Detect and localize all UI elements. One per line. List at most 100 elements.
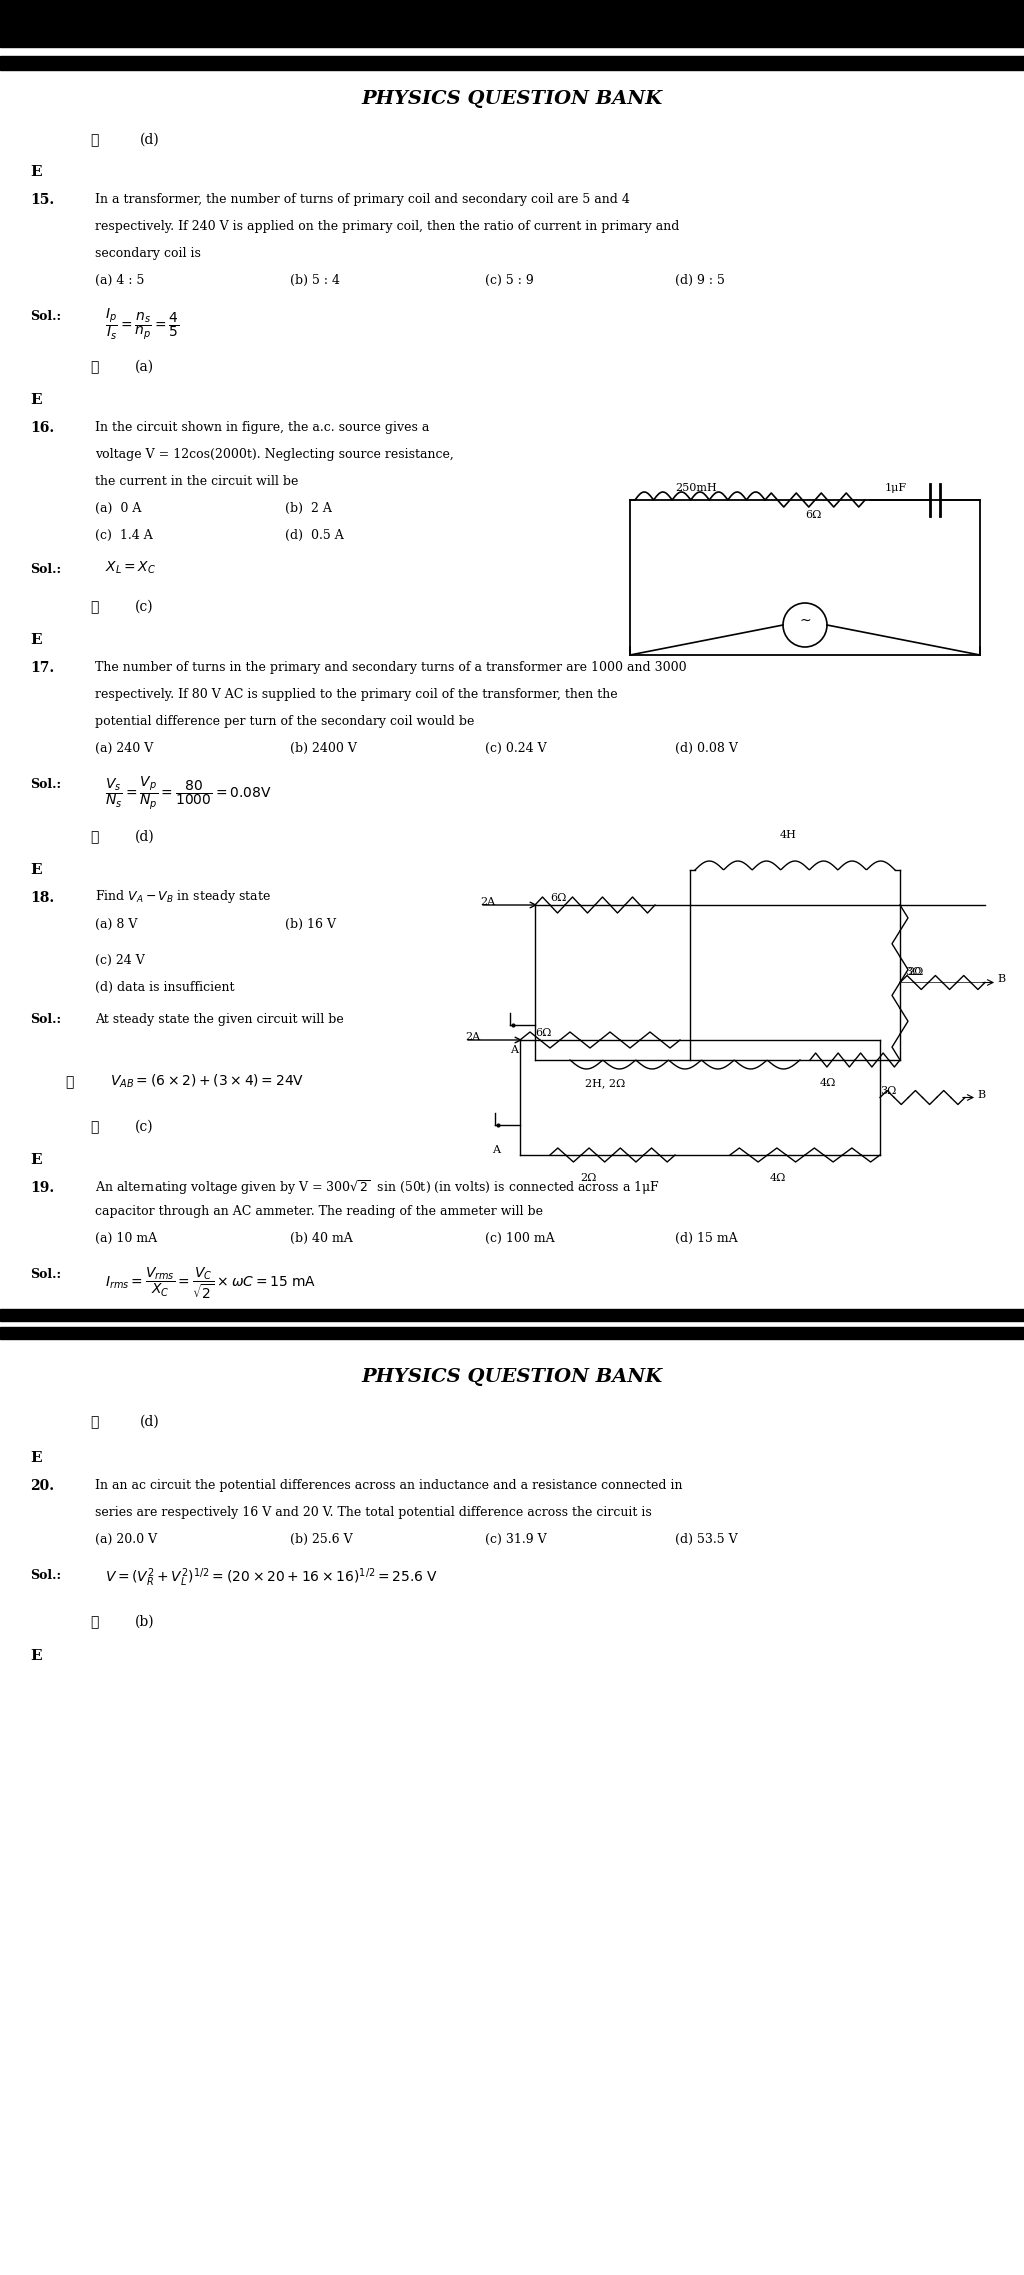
Text: 3Ω: 3Ω xyxy=(905,967,922,978)
Text: 17.: 17. xyxy=(30,662,54,676)
Text: (a): (a) xyxy=(135,359,155,373)
Text: series are respectively 16 V and 20 V. The total potential difference across the: series are respectively 16 V and 20 V. T… xyxy=(95,1506,651,1520)
Text: (b)  2 A: (b) 2 A xyxy=(285,503,332,514)
Text: 20.: 20. xyxy=(30,1479,54,1492)
Text: ∴: ∴ xyxy=(90,359,98,373)
Text: potential difference per turn of the secondary coil would be: potential difference per turn of the sec… xyxy=(95,714,474,728)
Text: (c) 100 mA: (c) 100 mA xyxy=(485,1233,555,1244)
Text: (d) 9 : 5: (d) 9 : 5 xyxy=(675,273,725,287)
Text: E: E xyxy=(30,1451,42,1465)
Text: respectively. If 80 V AC is supplied to the primary coil of the transformer, the: respectively. If 80 V AC is supplied to … xyxy=(95,687,617,701)
Text: voltage V = 12cos(2000t). Neglecting source resistance,: voltage V = 12cos(2000t). Neglecting sou… xyxy=(95,448,454,462)
Text: ∴: ∴ xyxy=(90,1615,98,1629)
Text: In a transformer, the number of turns of primary coil and secondary coil are 5 a: In a transformer, the number of turns of… xyxy=(95,193,630,207)
Text: (d) data is insufficient: (d) data is insufficient xyxy=(95,981,234,994)
Text: (a) 4 : 5: (a) 4 : 5 xyxy=(95,273,144,287)
Bar xyxy=(0,0,1024,48)
Bar xyxy=(0,1308,1024,1322)
Text: (c) 24 V: (c) 24 V xyxy=(95,953,144,967)
Text: E: E xyxy=(30,1153,42,1167)
Text: (a) 20.0 V: (a) 20.0 V xyxy=(95,1533,157,1547)
Text: 18.: 18. xyxy=(30,892,54,905)
Text: E: E xyxy=(30,862,42,876)
Text: 250mH: 250mH xyxy=(675,482,717,494)
Text: Find $V_A - V_B$ in steady state: Find $V_A - V_B$ in steady state xyxy=(95,887,270,905)
Text: PHYSICS QUESTION BANK: PHYSICS QUESTION BANK xyxy=(361,1367,663,1385)
Text: E: E xyxy=(30,166,42,180)
Text: In the circuit shown in figure, the a.c. source gives a: In the circuit shown in figure, the a.c.… xyxy=(95,421,429,435)
Text: 19.: 19. xyxy=(30,1181,54,1194)
Text: 15.: 15. xyxy=(30,193,54,207)
Text: Sol.:: Sol.: xyxy=(30,1570,61,1581)
Bar xyxy=(630,500,980,655)
Text: Sol.:: Sol.: xyxy=(30,1267,61,1281)
Bar xyxy=(0,57,1024,71)
Text: 16.: 16. xyxy=(30,421,54,435)
Text: (c): (c) xyxy=(135,1119,154,1133)
Text: (b) 5 : 4: (b) 5 : 4 xyxy=(290,273,340,287)
Text: (c): (c) xyxy=(135,601,154,614)
Text: ∴: ∴ xyxy=(90,1119,98,1133)
Text: (a) 10 mA: (a) 10 mA xyxy=(95,1233,157,1244)
Text: E: E xyxy=(30,632,42,646)
Text: (d) 53.5 V: (d) 53.5 V xyxy=(675,1533,737,1547)
Text: ∴: ∴ xyxy=(65,1076,74,1090)
Text: (a)  0 A: (a) 0 A xyxy=(95,503,141,514)
Text: 2Ω: 2Ω xyxy=(580,1174,596,1183)
Text: B: B xyxy=(997,974,1006,985)
Text: (b): (b) xyxy=(135,1615,155,1629)
Text: (a) 240 V: (a) 240 V xyxy=(95,742,154,755)
Text: ~: ~ xyxy=(799,614,811,628)
Text: 2A: 2A xyxy=(480,896,496,908)
Text: $V = (V_R^2 + V_L^2)^{1/2} = (20 \times 20 + 16 \times 16)^{1/2} = 25.6\text{ V}: $V = (V_R^2 + V_L^2)^{1/2} = (20 \times … xyxy=(105,1565,438,1588)
Text: (d): (d) xyxy=(140,1415,160,1429)
Text: (b) 40 mA: (b) 40 mA xyxy=(290,1233,352,1244)
Text: secondary coil is: secondary coil is xyxy=(95,248,201,259)
Text: 4Ω: 4Ω xyxy=(770,1174,786,1183)
Text: (d): (d) xyxy=(135,830,155,844)
Text: (b) 16 V: (b) 16 V xyxy=(285,919,336,930)
Text: (d)  0.5 A: (d) 0.5 A xyxy=(285,530,344,541)
Text: 2H, 2Ω: 2H, 2Ω xyxy=(585,1078,626,1087)
Text: E: E xyxy=(30,1649,42,1663)
Text: ∴: ∴ xyxy=(90,601,98,614)
Text: $X_L = X_C$: $X_L = X_C$ xyxy=(105,560,157,576)
Text: (b) 2400 V: (b) 2400 V xyxy=(290,742,357,755)
Text: $\dfrac{V_s}{N_s} = \dfrac{V_p}{N_p} = \dfrac{80}{1000} = 0.08\text{V}$: $\dfrac{V_s}{N_s} = \dfrac{V_p}{N_p} = \… xyxy=(105,776,271,812)
Text: the current in the circuit will be: the current in the circuit will be xyxy=(95,475,298,489)
Text: E: E xyxy=(30,394,42,407)
Text: 4Ω: 4Ω xyxy=(820,1078,837,1087)
Text: (d) 15 mA: (d) 15 mA xyxy=(675,1233,737,1244)
Text: (d): (d) xyxy=(140,132,160,148)
Text: (c)  1.4 A: (c) 1.4 A xyxy=(95,530,153,541)
Text: 1μF: 1μF xyxy=(885,482,907,494)
Text: A: A xyxy=(510,1044,518,1056)
Bar xyxy=(0,1326,1024,1340)
Text: Sol.:: Sol.: xyxy=(30,1012,61,1026)
Text: (c) 0.24 V: (c) 0.24 V xyxy=(485,742,547,755)
Text: 6Ω: 6Ω xyxy=(535,1028,551,1037)
Text: 3Ω: 3Ω xyxy=(880,1085,896,1097)
Text: $V_{AB} = (6 \times 2) + (3 \times 4) = 24\text{V}$: $V_{AB} = (6 \times 2) + (3 \times 4) = … xyxy=(110,1074,304,1090)
Text: 2A: 2A xyxy=(465,1033,480,1042)
Text: At steady state the given circuit will be: At steady state the given circuit will b… xyxy=(95,1012,344,1026)
Text: respectively. If 240 V is applied on the primary coil, then the ratio of current: respectively. If 240 V is applied on the… xyxy=(95,221,679,232)
Text: 6Ω: 6Ω xyxy=(550,894,566,903)
Text: capacitor through an AC ammeter. The reading of the ammeter will be: capacitor through an AC ammeter. The rea… xyxy=(95,1206,543,1217)
Text: (c) 5 : 9: (c) 5 : 9 xyxy=(485,273,534,287)
Text: (d) 0.08 V: (d) 0.08 V xyxy=(675,742,738,755)
Text: Sol.:: Sol.: xyxy=(30,778,61,792)
Text: Sol.:: Sol.: xyxy=(30,562,61,576)
Text: PHYSICS QUESTION BANK: PHYSICS QUESTION BANK xyxy=(361,91,663,107)
Text: $\dfrac{I_p}{I_s} = \dfrac{n_s}{n_p} = \dfrac{4}{5}$: $\dfrac{I_p}{I_s} = \dfrac{n_s}{n_p} = \… xyxy=(105,307,179,341)
Text: ∴: ∴ xyxy=(90,830,98,844)
Text: A: A xyxy=(492,1144,500,1156)
Text: (c) 31.9 V: (c) 31.9 V xyxy=(485,1533,547,1547)
Text: 2Ω: 2Ω xyxy=(907,967,924,978)
Text: B: B xyxy=(977,1090,985,1099)
Text: (b) 25.6 V: (b) 25.6 V xyxy=(290,1533,352,1547)
Text: In an ac circuit the potential differences across an inductance and a resistance: In an ac circuit the potential differenc… xyxy=(95,1479,683,1492)
Text: 4H: 4H xyxy=(780,830,797,839)
Text: ∴: ∴ xyxy=(90,132,98,148)
Text: (a) 8 V: (a) 8 V xyxy=(95,919,137,930)
